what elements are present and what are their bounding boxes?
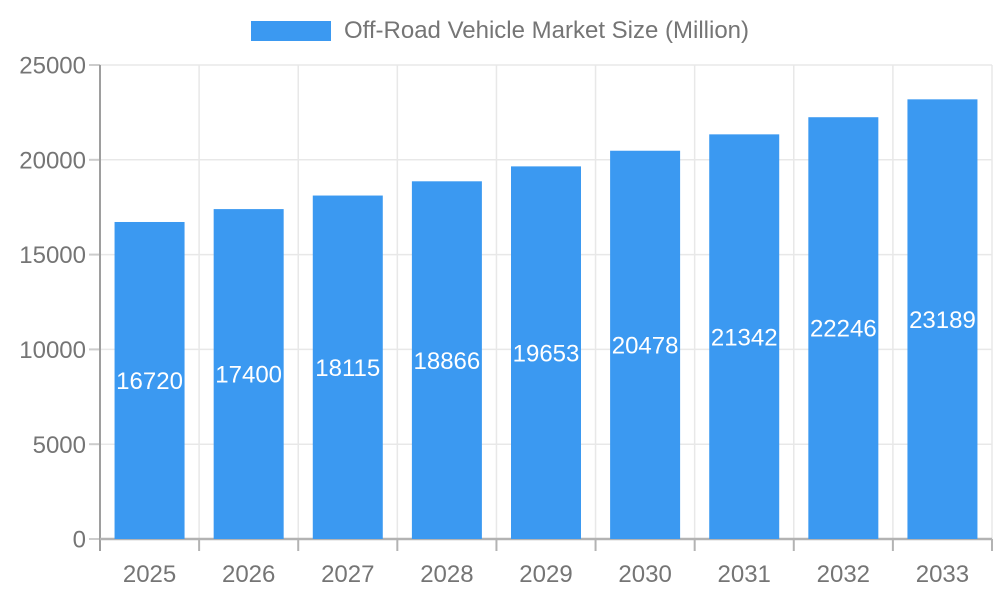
y-tick-label: 5000 <box>33 432 86 459</box>
bar-value-label: 19653 <box>513 340 580 367</box>
x-tick-label: 2025 <box>123 561 176 588</box>
bar-2031[interactable] <box>709 134 780 539</box>
bar-2032[interactable] <box>808 117 879 539</box>
bar-value-label: 20478 <box>612 333 679 360</box>
x-tick-label: 2026 <box>222 561 275 588</box>
bar-2030[interactable] <box>610 150 681 539</box>
bar-2026[interactable] <box>213 209 284 539</box>
bar-value-label: 23189 <box>909 307 976 334</box>
bar-value-label: 22246 <box>810 316 877 343</box>
x-tick-label: 2027 <box>321 561 374 588</box>
x-tick-label: 2030 <box>618 561 671 588</box>
y-tick-label: 25000 <box>19 53 86 80</box>
legend-label: Off-Road Vehicle Market Size (Million) <box>343 17 750 44</box>
bar-value-label: 17400 <box>215 362 282 389</box>
bar-value-label: 21342 <box>711 324 778 351</box>
bar-value-label: 18115 <box>315 355 380 382</box>
bar-2029[interactable] <box>511 166 581 539</box>
x-tick-label: 2029 <box>519 561 572 588</box>
x-tick-label: 2032 <box>817 561 870 588</box>
x-tick-label: 2033 <box>916 561 969 588</box>
y-tick-label: 10000 <box>19 337 86 364</box>
bar-2028[interactable] <box>411 181 482 539</box>
bar-value-label: 16720 <box>116 368 183 395</box>
y-tick-label: 0 <box>73 527 86 554</box>
y-tick-label: 20000 <box>19 147 86 174</box>
bar-2025[interactable] <box>114 221 185 539</box>
legend-swatch <box>250 21 331 41</box>
bar-value-label: 18866 <box>414 348 481 375</box>
x-tick-label: 2031 <box>718 561 771 588</box>
x-tick-label: 2028 <box>420 561 473 588</box>
bar-2033[interactable] <box>907 99 978 540</box>
y-tick-label: 15000 <box>19 242 86 269</box>
bar-2027[interactable] <box>312 195 383 539</box>
chart-legend[interactable]: Off-Road Vehicle Market Size (Million) <box>0 17 1000 45</box>
